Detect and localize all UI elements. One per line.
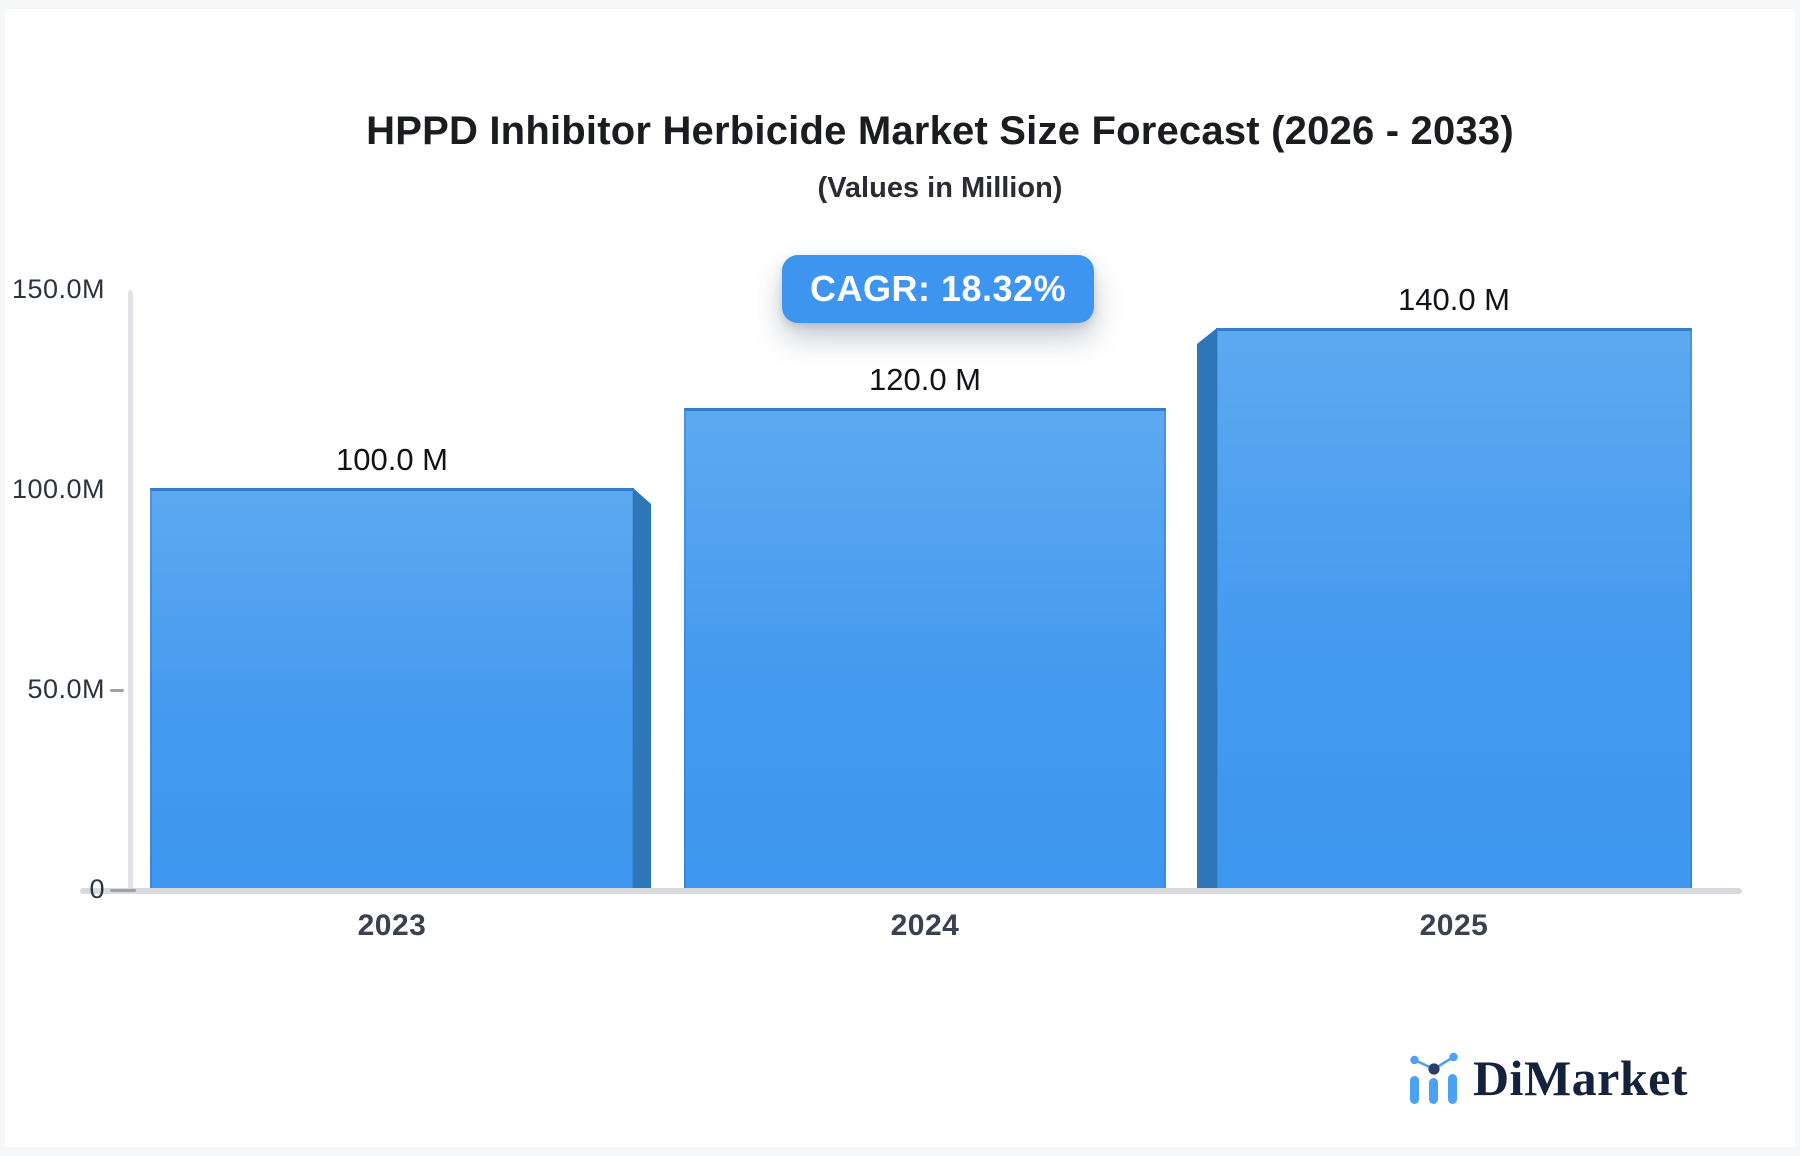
x-axis-label: 2024 (890, 909, 960, 942)
y-axis-label: 50.0M (27, 674, 105, 704)
x-axis-label: 2025 (1419, 909, 1489, 942)
chart-card: HPPD Inhibitor Herbicide Market Size For… (5, 9, 1795, 1147)
logo-text: DiMarket (1472, 1050, 1688, 1106)
y-axis-label: 0 (89, 874, 105, 904)
y-axis-label: 100.0M (11, 474, 105, 504)
bar-value-label: 100.0 M (335, 442, 449, 477)
bar (150, 488, 634, 888)
logo-chart-icon (1409, 1052, 1458, 1104)
bar-value-label: 120.0 M (868, 362, 982, 397)
plot-area: 150.0M 100.0M 50.0M 0 100.0 M 2023 120.0 M 2024… (5, 9, 1795, 1147)
y-axis-tick (110, 889, 136, 892)
bar (1216, 328, 1692, 888)
y-axis-label: 150.0M (11, 274, 105, 304)
y-axis-tick (110, 689, 124, 692)
chart-title: HPPD Inhibitor Herbicide Market Size For… (366, 109, 1514, 153)
x-axis-line (80, 888, 1742, 894)
bar-side-face (1197, 328, 1217, 888)
bar-side-face (633, 488, 651, 888)
chart-subtitle: (Values in Million) (817, 172, 1063, 204)
dimarket-logo: DiMarket (1409, 1042, 1688, 1114)
cagr-badge: CAGR: 18.32% (782, 255, 1095, 323)
y-axis-line (128, 290, 133, 894)
bar-value-label: 140.0 M (1397, 282, 1511, 317)
bar (684, 408, 1166, 888)
x-axis-label: 2023 (357, 909, 427, 942)
